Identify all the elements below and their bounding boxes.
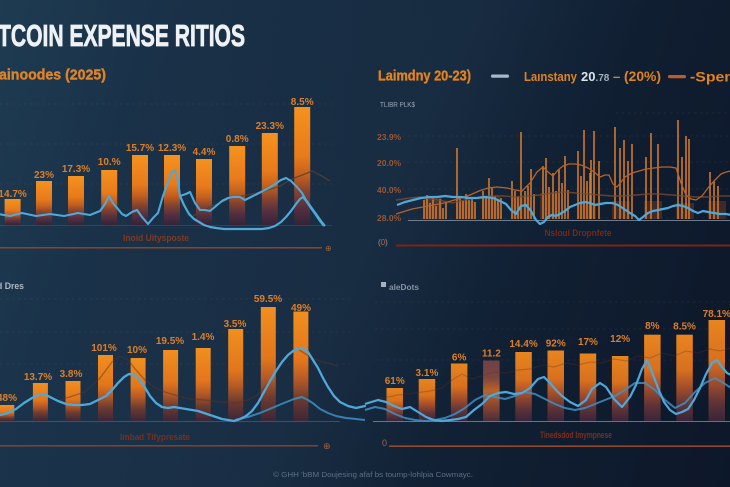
svg-text:3.5%: 3.5%	[224, 319, 247, 330]
svg-text:11.2: 11.2	[482, 349, 501, 360]
svg-text:3.8%: 3.8%	[60, 369, 83, 380]
svg-text:10%: 10%	[127, 345, 147, 356]
svg-text:23.3%: 23.3%	[256, 121, 284, 132]
svg-text:17.3%: 17.3%	[62, 164, 90, 175]
svg-text:Tinedsdod Imympnese: Tinedsdod Imympnese	[540, 430, 612, 441]
svg-text:15.7%: 15.7%	[126, 143, 154, 154]
svg-text:3.1%: 3.1%	[416, 368, 439, 379]
svg-text:14.7%: 14.7%	[0, 189, 27, 200]
svg-text:Laimdny 20-23): Laimdny 20-23)	[378, 69, 471, 85]
svg-text:61%: 61%	[385, 376, 405, 387]
svg-text:48%: 48%	[0, 393, 17, 404]
svg-text:19.5%: 19.5%	[156, 336, 184, 347]
svg-text:1.4%: 1.4%	[192, 332, 215, 343]
svg-text:Nsloul Dropnfete: Nsloul Dropnfete	[545, 228, 612, 239]
svg-text:14.4%: 14.4%	[509, 339, 537, 350]
svg-text:4.4%: 4.4%	[193, 147, 216, 158]
svg-text:Laınstany: Laınstany	[524, 69, 578, 84]
svg-text:TLIBR PLK$: TLIBR PLK$	[380, 100, 416, 109]
svg-text:17%: 17%	[578, 337, 598, 348]
svg-text:92%: 92%	[546, 339, 566, 350]
svg-text:Imbad Tifypresate: Imbad Tifypresate	[120, 432, 190, 443]
svg-text:8.5%: 8.5%	[291, 97, 314, 108]
svg-text:0.8%: 0.8%	[226, 134, 249, 145]
svg-text:8%: 8%	[645, 321, 660, 332]
svg-text:8.5%: 8.5%	[673, 322, 696, 333]
svg-text:28.0%: 28.0%	[377, 213, 402, 223]
svg-text:6%: 6%	[452, 353, 467, 364]
svg-text:(20%): (20%)	[624, 69, 661, 84]
svg-text:⊕: ⊕	[323, 441, 331, 451]
svg-text:40.0%: 40.0%	[377, 185, 402, 195]
svg-text:0: 0	[382, 438, 387, 448]
svg-text:TCOIN EXPENSE RITIOS: TCOIN EXPENSE RITIOS	[0, 19, 245, 53]
svg-text:49%: 49%	[291, 303, 311, 314]
svg-text:© GHH 'bBM Doujesing afaf bs t: © GHH 'bBM Doujesing afaf bs toump-lohlp…	[273, 470, 473, 479]
svg-text:23.9%: 23.9%	[377, 132, 402, 142]
svg-text:12.3%: 12.3%	[158, 143, 186, 154]
svg-text:ainoodes (2025): ainoodes (2025)	[0, 67, 106, 84]
svg-text:Inoid Uitysposte: Inoid Uitysposte	[123, 233, 189, 243]
svg-text:78.1%: 78.1%	[703, 309, 730, 320]
svg-text:20.78 –: 20.78 –	[581, 69, 620, 84]
svg-text:⊕: ⊕	[325, 244, 332, 253]
svg-text:13.7%: 13.7%	[24, 372, 52, 383]
svg-text:(0): (0)	[378, 238, 388, 247]
svg-text:20.0%: 20.0%	[377, 158, 402, 168]
svg-text:12%: 12%	[610, 334, 630, 345]
svg-text:10.%: 10.%	[98, 157, 121, 168]
svg-text:d Dres: d Dres	[0, 281, 24, 291]
svg-text:aleDots: aleDots	[389, 283, 420, 292]
svg-text:23%: 23%	[34, 170, 54, 181]
svg-text:-Spen: -Spen	[690, 70, 730, 85]
svg-text:101%: 101%	[91, 343, 117, 354]
svg-text:59.5%: 59.5%	[254, 294, 282, 305]
